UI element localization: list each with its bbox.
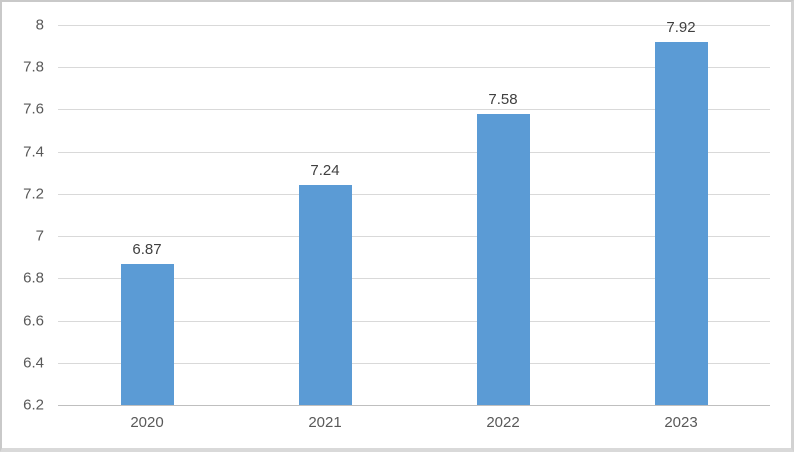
x-tick-label: 2021 — [308, 414, 342, 431]
x-tick-label: 2020 — [130, 414, 164, 431]
y-gridline — [58, 362, 770, 364]
y-tick-label: 7.6 — [23, 100, 44, 118]
y-tick-label: 6.2 — [23, 396, 44, 414]
bar-value-label: 7.24 — [310, 162, 340, 180]
y-gridline — [58, 278, 770, 280]
y-tick-label: 7.8 — [23, 58, 44, 76]
y-gridline — [58, 67, 770, 69]
y-tick-label: 6.4 — [23, 354, 44, 372]
y-gridline — [58, 25, 770, 26]
bar-value-label: 6.87 — [132, 240, 162, 258]
bar-2020 — [120, 263, 174, 405]
y-gridline — [58, 109, 770, 111]
y-tick-label: 6.8 — [23, 269, 44, 287]
y-tick-label: 6.6 — [23, 312, 44, 330]
bar-2023 — [654, 41, 708, 405]
bar-value-label: 7.58 — [488, 90, 518, 108]
y-tick-label: 7.4 — [23, 143, 44, 161]
bar-2021 — [298, 185, 352, 405]
x-axis-line — [58, 405, 770, 406]
bar-2022 — [476, 113, 530, 405]
x-tick-label: 2023 — [664, 414, 698, 431]
y-gridline — [58, 193, 770, 195]
y-gridline — [58, 320, 770, 322]
x-tick-label: 2022 — [486, 414, 520, 431]
y-tick-label: 8 — [35, 16, 44, 34]
y-gridline — [58, 236, 770, 238]
y-gridline — [58, 151, 770, 153]
y-tick-label: 7.2 — [23, 185, 44, 203]
plot-area: 8 7.8 7.6 7.4 7.2 7 6.8 6.6 6.4 6.2 6.87 2020 7.24 20… — [23, 17, 770, 431]
y-tick-label: 7 — [35, 227, 44, 245]
bar-value-label: 7.92 — [666, 18, 696, 36]
